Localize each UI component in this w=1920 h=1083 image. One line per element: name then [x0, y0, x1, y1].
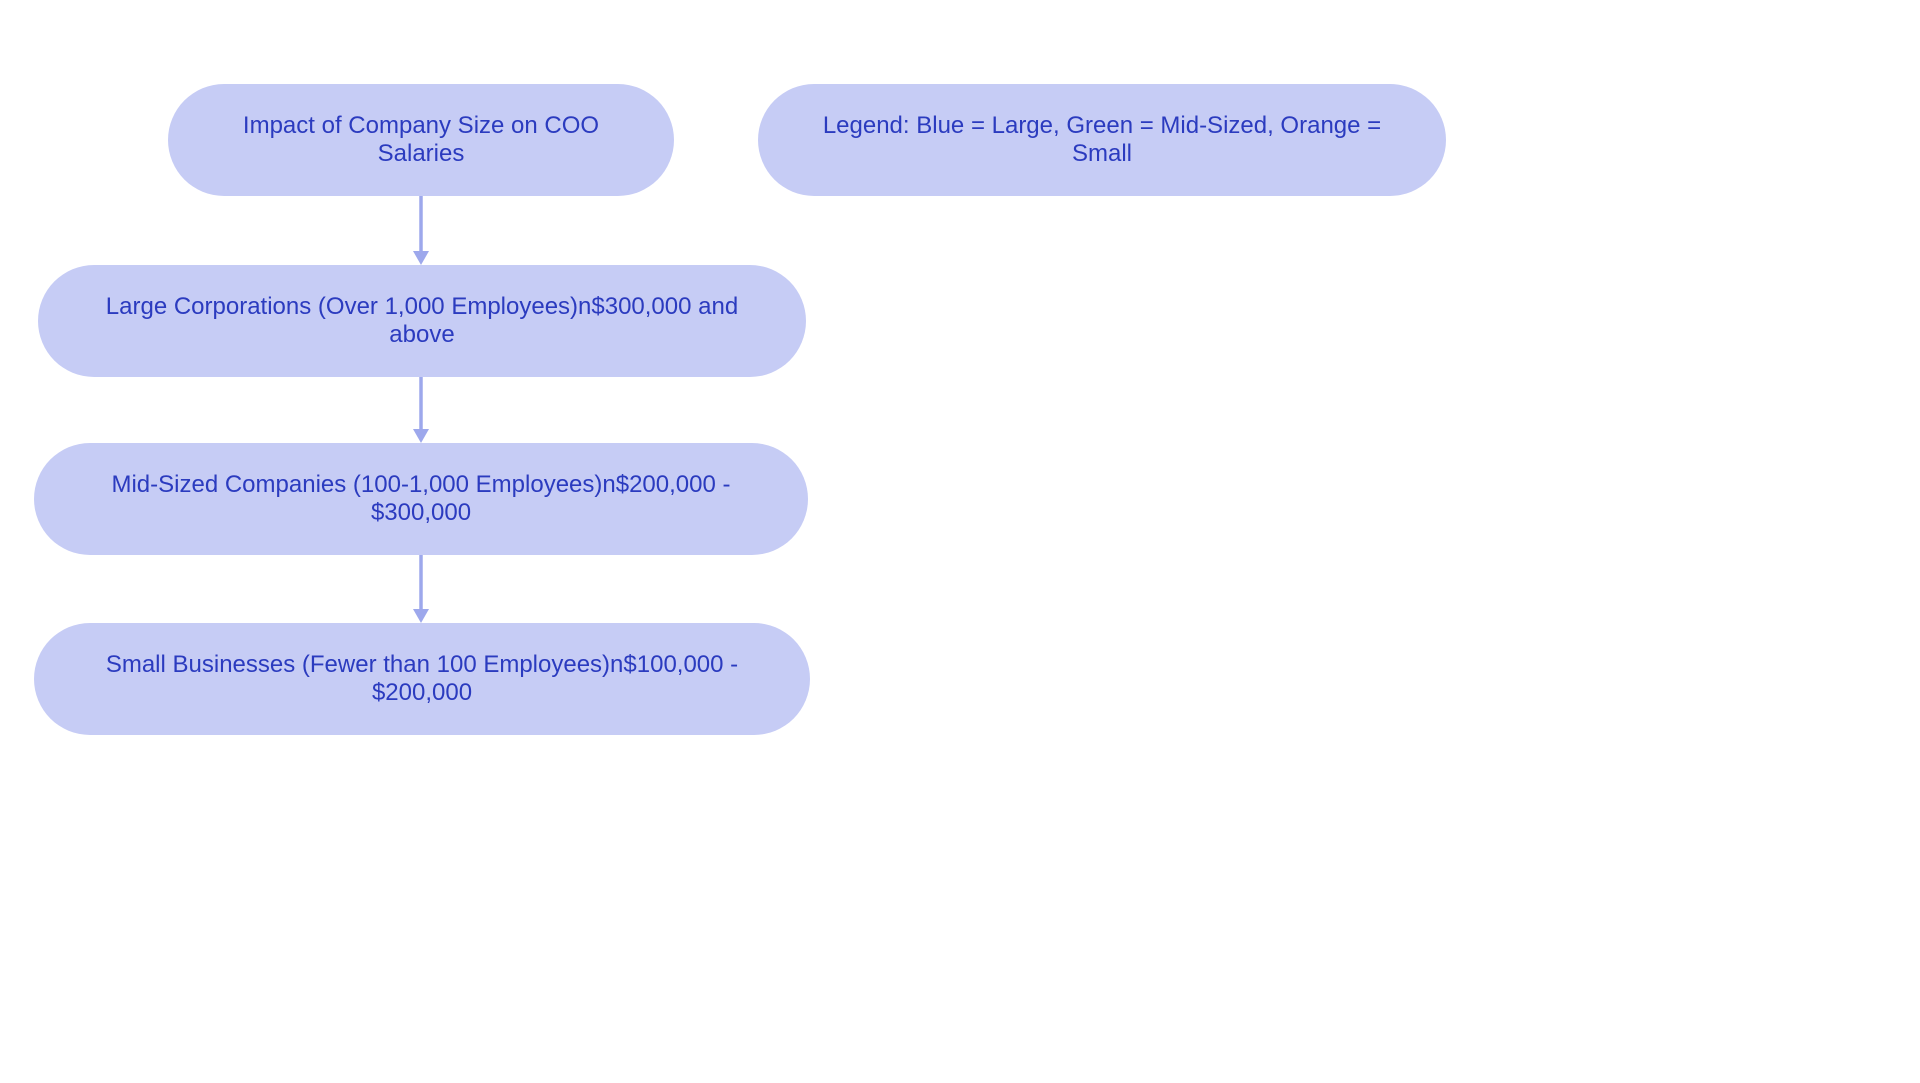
- node-legend: Legend: Blue = Large, Green = Mid-Sized,…: [758, 84, 1446, 196]
- arrow-title: [409, 196, 433, 265]
- node-small: Small Businesses (Fewer than 100 Employe…: [34, 623, 810, 735]
- arrow-mid: [409, 555, 433, 623]
- node-label: Legend: Blue = Large, Green = Mid-Sized,…: [798, 112, 1406, 168]
- node-label: Large Corporations (Over 1,000 Employees…: [78, 293, 766, 349]
- node-label: Impact of Company Size on COO Salaries: [208, 112, 634, 168]
- node-mid: Mid-Sized Companies (100-1,000 Employees…: [34, 443, 808, 555]
- node-label: Mid-Sized Companies (100-1,000 Employees…: [74, 471, 768, 527]
- node-title: Impact of Company Size on COO Salaries: [168, 84, 674, 196]
- node-large: Large Corporations (Over 1,000 Employees…: [38, 265, 806, 377]
- node-label: Small Businesses (Fewer than 100 Employe…: [74, 651, 770, 707]
- arrow-large: [409, 377, 433, 443]
